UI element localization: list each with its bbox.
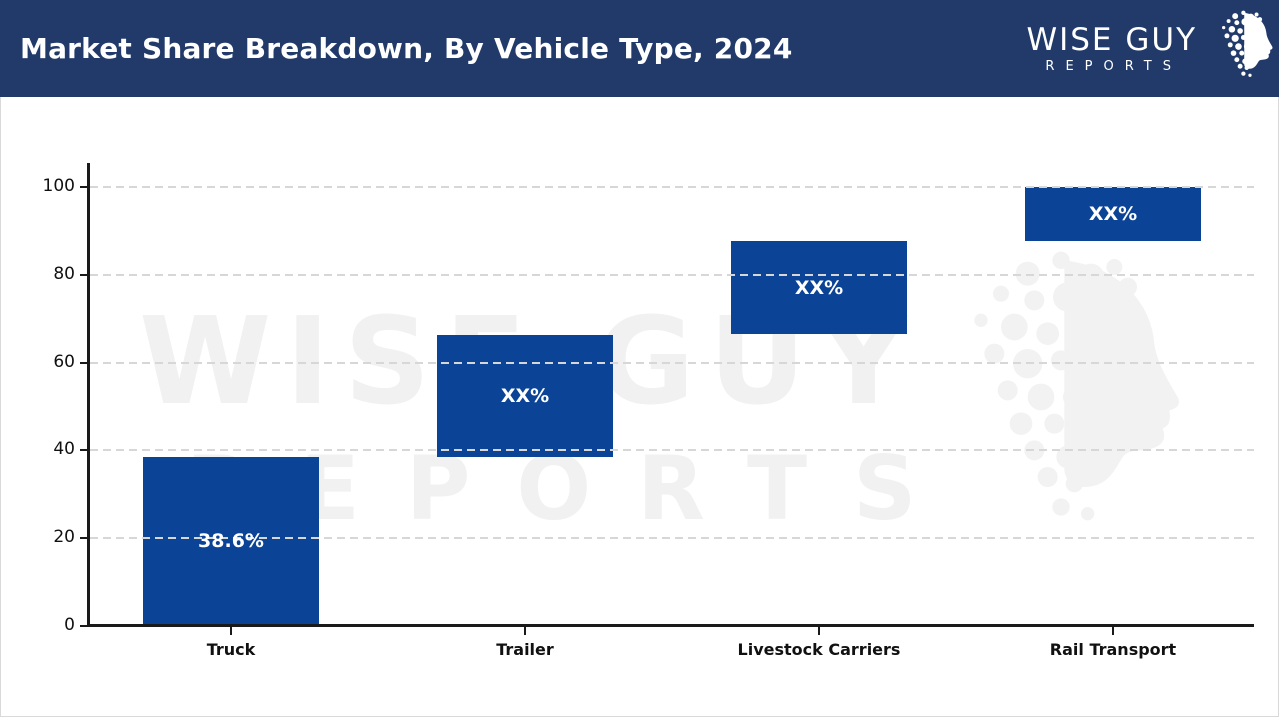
y-tick-label: 40 [53, 439, 75, 460]
y-tick-label: 100 [42, 176, 75, 196]
y-tick-mark [80, 625, 88, 627]
x-tick-label: Rail Transport [1049, 640, 1177, 659]
watermark-head-icon [974, 251, 1179, 521]
bar-segment [1025, 187, 1201, 241]
gridline [90, 449, 1254, 452]
gridline [90, 186, 1254, 188]
logo-head-icon [1222, 10, 1273, 77]
header-bar: Market Share Breakdown, By Vehicle Type,… [0, 0, 1279, 97]
y-tick-label: 20 [53, 527, 75, 548]
y-axis-line [87, 163, 90, 627]
x-tick-mark [524, 627, 526, 635]
y-tick-mark [80, 361, 88, 364]
page-title: Market Share Breakdown, By Vehicle Type,… [20, 32, 793, 65]
y-tick-label: 80 [53, 263, 75, 284]
x-axis-line [87, 624, 1254, 627]
bar-value-label: XX% [794, 276, 844, 299]
gridline [90, 361, 1254, 364]
logo-wordmark: WISE GUY [1026, 21, 1197, 58]
x-tick-label: Trailer [496, 640, 554, 659]
x-tick-mark [818, 627, 820, 635]
bar-segment [143, 456, 319, 626]
x-tick-label: Livestock Carriers [737, 640, 901, 659]
y-tick-label: 0 [64, 615, 75, 635]
x-tick-label: Truck [206, 640, 256, 659]
logo-wordmark-block: WISE GUY REPORTS [1026, 21, 1197, 74]
waterfall-chart: 0 20 40 60 80 100 38.6% Truck XX% Trailer XX% Lives… [1, 97, 1278, 716]
x-tick-mark [230, 627, 232, 635]
y-tick-mark [80, 273, 88, 276]
chart-area: WISE GUY REPORTS 02040608010038.6%TruckX… [1, 97, 1278, 716]
logo-subtext: REPORTS [1045, 58, 1183, 74]
wiseguy-logo: WISE GUY REPORTS [1026, 7, 1273, 91]
bar-value-label: 38.6% [198, 530, 264, 553]
x-tick-mark [1112, 627, 1114, 635]
bar-value-label: XX% [1088, 202, 1138, 225]
y-tick-label: 60 [53, 351, 75, 372]
bar-value-label: XX% [500, 384, 550, 407]
gridline [90, 273, 1254, 276]
bar-segment [437, 334, 613, 457]
y-tick-mark [80, 537, 88, 540]
y-tick-mark [80, 449, 88, 452]
gridline [90, 537, 1254, 540]
y-tick-mark [80, 186, 88, 188]
bar-segment [731, 240, 907, 335]
